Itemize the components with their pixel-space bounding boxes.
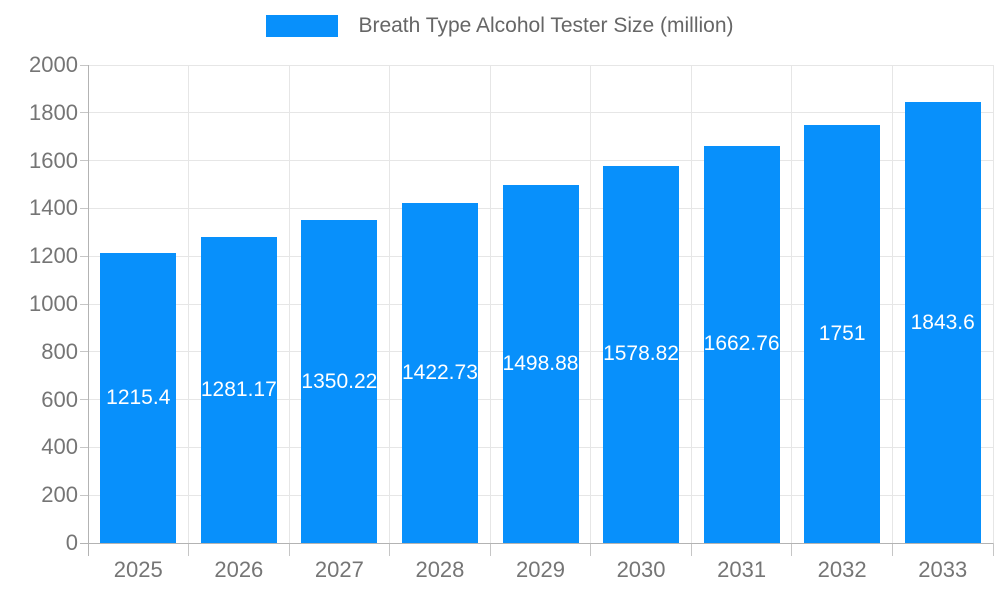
bar-value-label: 1843.6 [910, 310, 975, 334]
gridline-v [288, 65, 290, 543]
bar[interactable]: 1662.76 [703, 145, 780, 543]
gridline-v [992, 65, 994, 543]
bar[interactable]: 1498.88 [502, 184, 579, 543]
gridline-v [188, 65, 190, 543]
y-tick [80, 303, 88, 305]
y-tick [80, 494, 88, 496]
gridline-v [590, 65, 592, 543]
y-tick [80, 351, 88, 353]
y-tick-label: 2000 [29, 52, 78, 77]
y-tick [80, 255, 88, 257]
x-tick-label: 2032 [817, 557, 867, 582]
x-tick-label: 2027 [314, 557, 364, 582]
gridline-h [88, 112, 993, 114]
y-tick [80, 160, 88, 162]
x-tick-label: 2030 [616, 557, 666, 582]
bar[interactable]: 1751 [804, 124, 881, 543]
legend-label: Breath Type Alcohol Tester Size (million… [358, 14, 734, 37]
x-tick [288, 543, 290, 556]
x-tick [891, 543, 893, 556]
y-tick [80, 112, 88, 114]
bar-value-label: 1422.73 [401, 360, 478, 384]
y-tick-label: 200 [41, 482, 78, 508]
x-tick-label: 2028 [415, 557, 465, 582]
y-tick-label: 1800 [29, 99, 78, 125]
y-tick [80, 399, 88, 401]
y-tick-label: 400 [41, 434, 78, 460]
y-axis-line [87, 65, 89, 556]
bar-value-label: 1498.88 [502, 351, 579, 375]
bar[interactable]: 1843.6 [904, 102, 981, 543]
y-tick-label: 600 [41, 386, 78, 412]
legend-swatch [266, 15, 339, 37]
bar[interactable]: 1281.17 [200, 236, 277, 543]
gridline-v [489, 65, 491, 543]
y-tick-label: 800 [41, 338, 78, 364]
y-tick-label: 1400 [29, 195, 78, 221]
x-tick-label: 2031 [717, 557, 767, 582]
gridline-h [88, 64, 993, 66]
bar-value-label: 1578.82 [603, 342, 679, 366]
x-tick [590, 543, 592, 556]
gridline-v [791, 65, 793, 543]
x-tick-label: 2025 [113, 557, 163, 582]
x-tick [489, 543, 491, 556]
gridline-v [389, 65, 391, 543]
bar-value-label: 1350.22 [301, 369, 378, 393]
x-tick [791, 543, 793, 556]
x-tick [188, 543, 190, 556]
y-tick [80, 207, 88, 209]
y-tick-label: 0 [65, 530, 78, 555]
bar-value-label: 1281.17 [200, 377, 277, 401]
bar[interactable]: 1578.82 [603, 165, 680, 543]
x-tick-label: 2026 [214, 557, 264, 582]
bar[interactable]: 1350.22 [301, 220, 378, 543]
gridline-v [891, 65, 893, 543]
x-tick-label: 2033 [918, 557, 968, 582]
legend[interactable]: Breath Type Alcohol Tester Size (million… [0, 14, 1000, 38]
gridline-v [690, 65, 692, 543]
y-tick-label: 1000 [29, 291, 78, 316]
x-tick [690, 543, 692, 556]
bar[interactable]: 1422.73 [401, 202, 478, 543]
y-tick-label: 1200 [29, 243, 78, 269]
y-tick [80, 64, 88, 66]
y-tick [80, 446, 88, 448]
bar-value-label: 1662.76 [703, 332, 780, 356]
bar[interactable]: 1215.4 [100, 252, 177, 543]
x-tick-label: 2029 [516, 557, 565, 582]
bar-value-label: 1751 [818, 321, 866, 345]
y-tick-label: 1600 [29, 147, 78, 173]
x-tick [389, 543, 391, 556]
bar-value-label: 1215.4 [106, 385, 171, 409]
x-axis-line [80, 542, 993, 544]
gridline-h [88, 160, 993, 162]
x-tick [992, 543, 994, 556]
